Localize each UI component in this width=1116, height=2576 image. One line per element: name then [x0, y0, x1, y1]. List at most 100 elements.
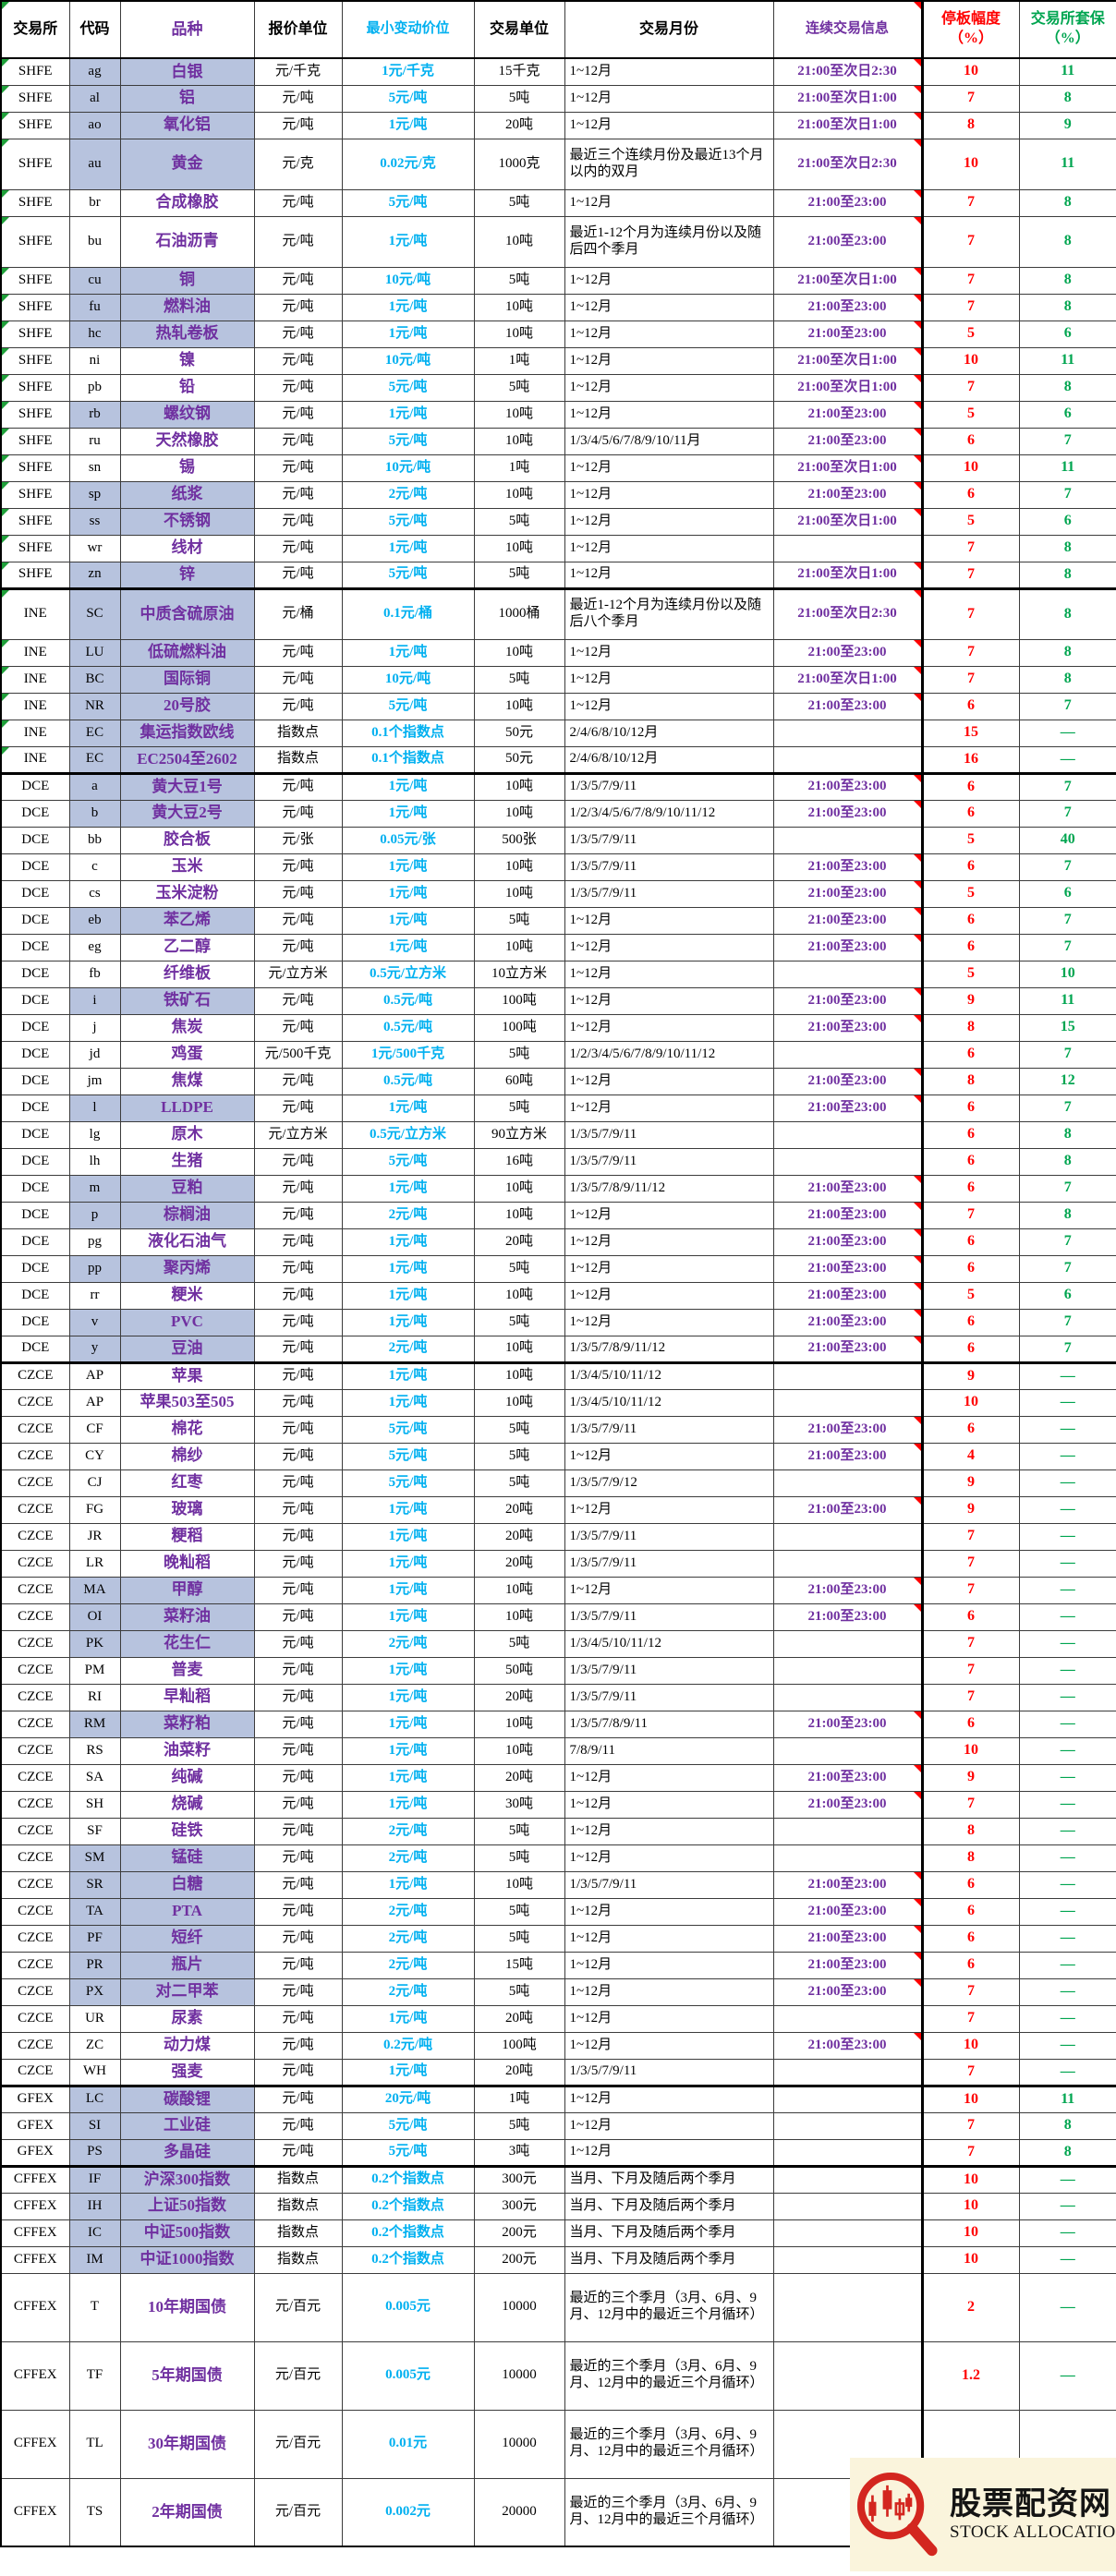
cell-night: 21:00至次日1:00 [772, 507, 923, 536]
cell-quote: 元/吨 [253, 1094, 343, 1122]
cell-hedge: 7 [1018, 1228, 1116, 1256]
cell-hedge: 8 [1018, 1120, 1116, 1149]
cell-quote: 元/吨 [253, 188, 343, 217]
cell-ex: SHFE [0, 84, 70, 113]
cell-tick: 0.1个指数点 [341, 719, 475, 747]
spec-row-INE-SC: INE SC 中质含硫原油 元/桶 0.1元/桶 1000桶 最近1-12个月为连续月份以及… [0, 587, 1116, 640]
spec-row-SHFE-ag: SHFE ag 白银 元/千克 1元/千克 15千克 1~12月 21:00至次日2:30 10… [0, 57, 1116, 86]
cell-name: 纸浆 [119, 480, 255, 509]
cell-tick: 1元/吨 [341, 293, 475, 321]
cell-name: 强麦 [119, 2058, 255, 2086]
cell-hedge: 7 [1018, 906, 1116, 935]
cell-unit: 10吨 [473, 1174, 565, 1203]
cell-unit: 10吨 [473, 1870, 565, 1899]
spec-row-CZCE-UR: CZCE UR 尿素 元/吨 1元/吨 20吨 1~12月 7— [0, 2004, 1116, 2033]
cell-unit: 5吨 [473, 1977, 565, 2006]
cell-months: 1~12月 [564, 111, 774, 139]
cell-code: OI [68, 1602, 121, 1631]
cell-tick: 0.5元/立方米 [341, 960, 475, 988]
cell-unit: 20吨 [473, 111, 565, 139]
cell-limit: 6 [920, 480, 1020, 509]
cell-ex: SHFE [0, 373, 70, 402]
cell-hedge: 8 [1018, 266, 1116, 295]
cell-limit: 7 [920, 2004, 1020, 2033]
cell-limit: 6 [920, 799, 1020, 828]
cell-quote: 元/吨 [253, 1388, 343, 1417]
spec-row-CFFEX-IM: CFFEX IM 中证1000指数 指数点 0.2个指数点 200元 当月、下月及随后两个季… [0, 2245, 1116, 2274]
cell-tick: 2元/吨 [341, 1201, 475, 1229]
cell-limit: 6 [920, 771, 1020, 801]
cell-code: c [68, 853, 121, 881]
cell-name: PTA [119, 1897, 255, 1926]
cell-hedge: — [1018, 1790, 1116, 1819]
cell-name: 黄大豆2号 [119, 799, 255, 828]
cell-hedge: 8 [1018, 665, 1116, 694]
header-limit: 停板幅度 （%） [920, 0, 1020, 59]
cell-name: 菜籽粕 [119, 1710, 255, 1738]
cell-tick: 1元/吨 [341, 1308, 475, 1336]
cell-ex: INE [0, 638, 70, 667]
cell-months: 1/3/4/5/10/11/12 [564, 1388, 774, 1417]
cell-name: 5年期国债 [119, 2340, 255, 2411]
header-name: 品种 [119, 0, 255, 59]
cell-ex: CZCE [0, 2004, 70, 2033]
cell-night [772, 1683, 923, 1711]
cell-code: pb [68, 373, 121, 402]
cell-night [772, 1120, 923, 1149]
header-months: 交易月份 [564, 0, 774, 59]
cell-quote: 元/吨 [253, 1710, 343, 1738]
cell-months: 1~12月 [564, 2084, 774, 2113]
cell-unit: 5吨 [473, 2111, 565, 2140]
cell-quote: 元/吨 [253, 665, 343, 694]
spec-row-CZCE-AP: CZCE AP 苹果 元/吨 1元/吨 10吨 1/3/4/5/10/11/12 9— [0, 1361, 1116, 1390]
cell-unit: 10吨 [473, 1576, 565, 1604]
spec-row-DCE-eg: DCE eg 乙二醇 元/吨 1元/吨 10吨 1~12月 21:00至23:00 6 7 [0, 933, 1116, 961]
spec-row-DCE-jm: DCE jm 焦煤 元/吨 0.5元/吨 60吨 1~12月 21:00至23:00 8 12 [0, 1067, 1116, 1095]
cell-months: 1/3/5/7/9/11 [564, 1549, 774, 1578]
cell-hedge: 9 [1018, 111, 1116, 139]
cell-name: 镍 [119, 346, 255, 375]
spec-row-INE-EC: INE EC EC2504至2602 指数点 0.1个指数点 50元 2/4/6/8/10/… [0, 745, 1116, 774]
cell-quote: 元/吨 [253, 1924, 343, 1953]
cell-tick: 0.02元/克 [341, 138, 475, 190]
cell-unit: 100吨 [473, 1013, 565, 1042]
cell-tick: 1元/吨 [341, 771, 475, 801]
cell-quote: 元/吨 [253, 692, 343, 720]
cell-quote: 元/吨 [253, 879, 343, 908]
cell-tick: 1元/吨 [341, 1710, 475, 1738]
cell-unit: 200元 [473, 2245, 565, 2274]
cell-name: 早籼稻 [119, 1683, 255, 1711]
cell-months: 最近1-12个月为连续月份以及随后八个季月 [564, 587, 774, 640]
cell-quote: 元/吨 [253, 1629, 343, 1658]
cell-hedge: 7 [1018, 1174, 1116, 1203]
cell-quote: 元/吨 [253, 1013, 343, 1042]
cell-code: IF [68, 2164, 121, 2194]
spec-row-DCE-y: DCE y 豆油 元/吨 2元/吨 10吨 1/3/5/7/8/9/11/12 21:00至2… [0, 1335, 1116, 1363]
cell-ex: DCE [0, 1067, 70, 1095]
cell-name: 螺纹钢 [119, 400, 255, 429]
cell-tick: 1元/吨 [341, 111, 475, 139]
cell-code: AP [68, 1361, 121, 1390]
cell-tick: 5元/吨 [341, 373, 475, 402]
cell-unit: 5吨 [473, 266, 565, 295]
cell-code: PF [68, 1924, 121, 1953]
header-code: 代码 [68, 0, 121, 59]
spec-row-CZCE-SH: CZCE SH 烧碱 元/吨 1元/吨 30吨 1~12月 21:00至23:00 7— [0, 1790, 1116, 1819]
cell-night: 21:00至23:00 [772, 427, 923, 455]
cell-night: 21:00至次日1:00 [772, 84, 923, 113]
cell-name: 鸡蛋 [119, 1040, 255, 1069]
cell-ex: SHFE [0, 427, 70, 455]
cell-hedge: — [1018, 1602, 1116, 1631]
cell-unit: 10吨 [473, 799, 565, 828]
cell-quote: 元/吨 [253, 534, 343, 562]
cell-limit: 6 [920, 853, 1020, 881]
cell-ex: CFFEX [0, 2340, 70, 2411]
cell-quote: 指数点 [253, 2219, 343, 2247]
cell-night: 21:00至23:00 [772, 320, 923, 348]
cell-limit: 7 [920, 1629, 1020, 1658]
spec-row-CZCE-PF: CZCE PF 短纤 元/吨 2元/吨 5吨 1~12月 21:00至23:00 6— [0, 1924, 1116, 1953]
cell-months: 1/3/5/7/9/11 [564, 1147, 774, 1176]
cell-quote: 元/吨 [253, 480, 343, 509]
cell-unit: 10吨 [473, 1602, 565, 1631]
cell-unit: 10吨 [473, 320, 565, 348]
